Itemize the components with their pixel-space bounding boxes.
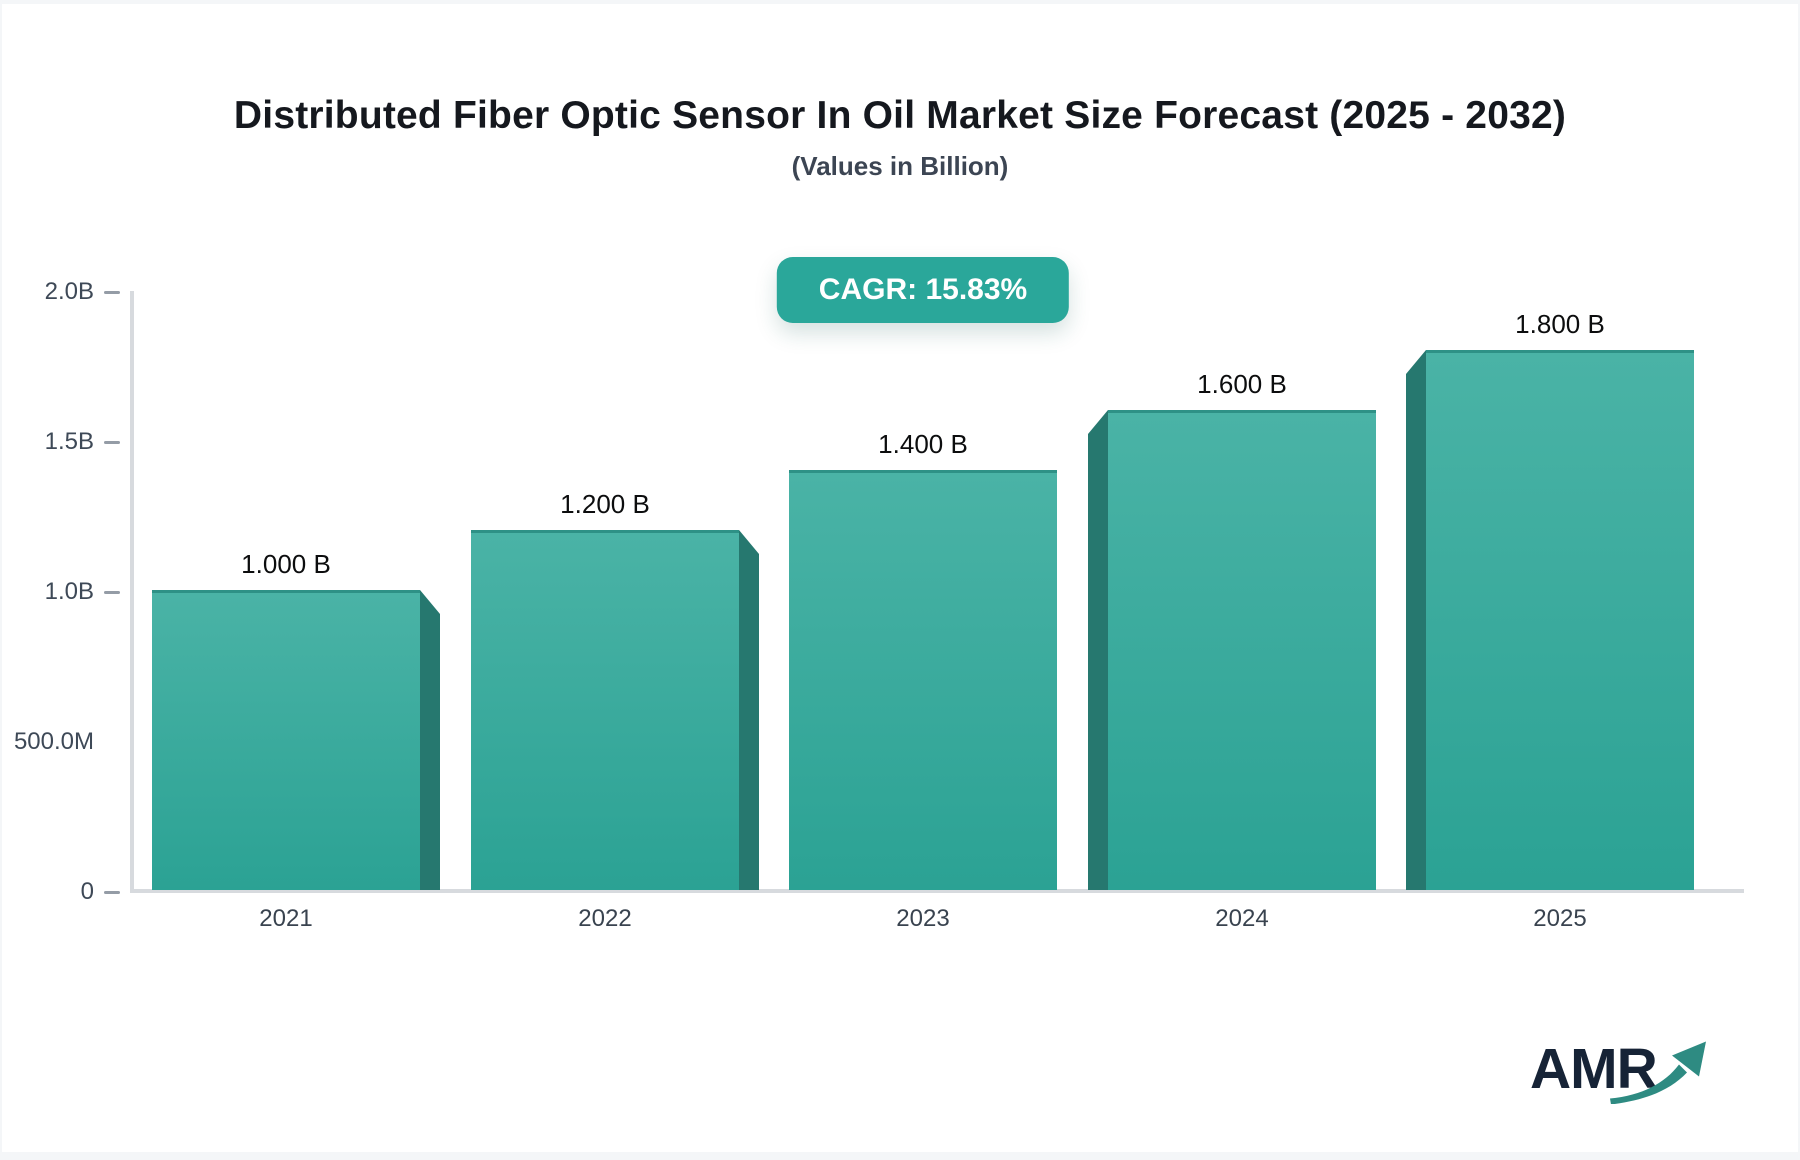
y-tick-label: 1.0B [44,578,94,605]
amr-logo: AMR [1530,1036,1710,1106]
bar-2021 [152,590,420,890]
y-tick-dash [104,291,120,294]
x-tick-label: 2024 [1215,905,1269,932]
chart-subtitle: (Values in Billion) [791,151,1009,181]
y-tick-label: 1.5B [44,428,94,455]
bar-2023 [789,470,1057,890]
y-tick-dash [104,891,120,894]
x-tick-label: 2025 [1533,905,1587,932]
y-tick-label: 2.0B [44,278,94,305]
x-tick-label: 2021 [259,905,313,932]
chart-card: Distributed Fiber Optic Sensor In Oil Ma… [2,4,1798,1152]
x-tick-label: 2023 [896,905,950,932]
x-axis-baseline [130,889,1744,893]
bar-3d-side [1088,410,1108,890]
chart-title: Distributed Fiber Optic Sensor In Oil Ma… [233,94,1567,137]
y-axis-line [130,291,134,892]
growth-arrow-icon [1610,1041,1706,1104]
y-tick-label: 0 [80,878,94,905]
bar-value-label: 1.200 B [560,489,650,519]
amr-logo-text: AMR [1530,1037,1658,1101]
y-tick-label: 500.0M [13,728,94,755]
bar-2024 [1108,410,1376,890]
bar-2022 [471,530,739,890]
bar-3d-side [739,530,759,890]
bar-value-label: 1.000 B [241,549,331,579]
y-tick-dash [104,591,120,594]
bar-value-label: 1.800 B [1515,309,1605,339]
bar-value-label: 1.400 B [878,429,968,459]
cagr-badge: CAGR: 15.83% [776,257,1070,323]
y-tick-dash [104,441,120,444]
bar-value-label: 1.600 B [1197,369,1287,399]
bar-3d-side [420,590,440,890]
x-tick-label: 2022 [578,905,632,932]
bar-2025 [1426,350,1694,890]
bar-3d-side [1406,350,1426,890]
